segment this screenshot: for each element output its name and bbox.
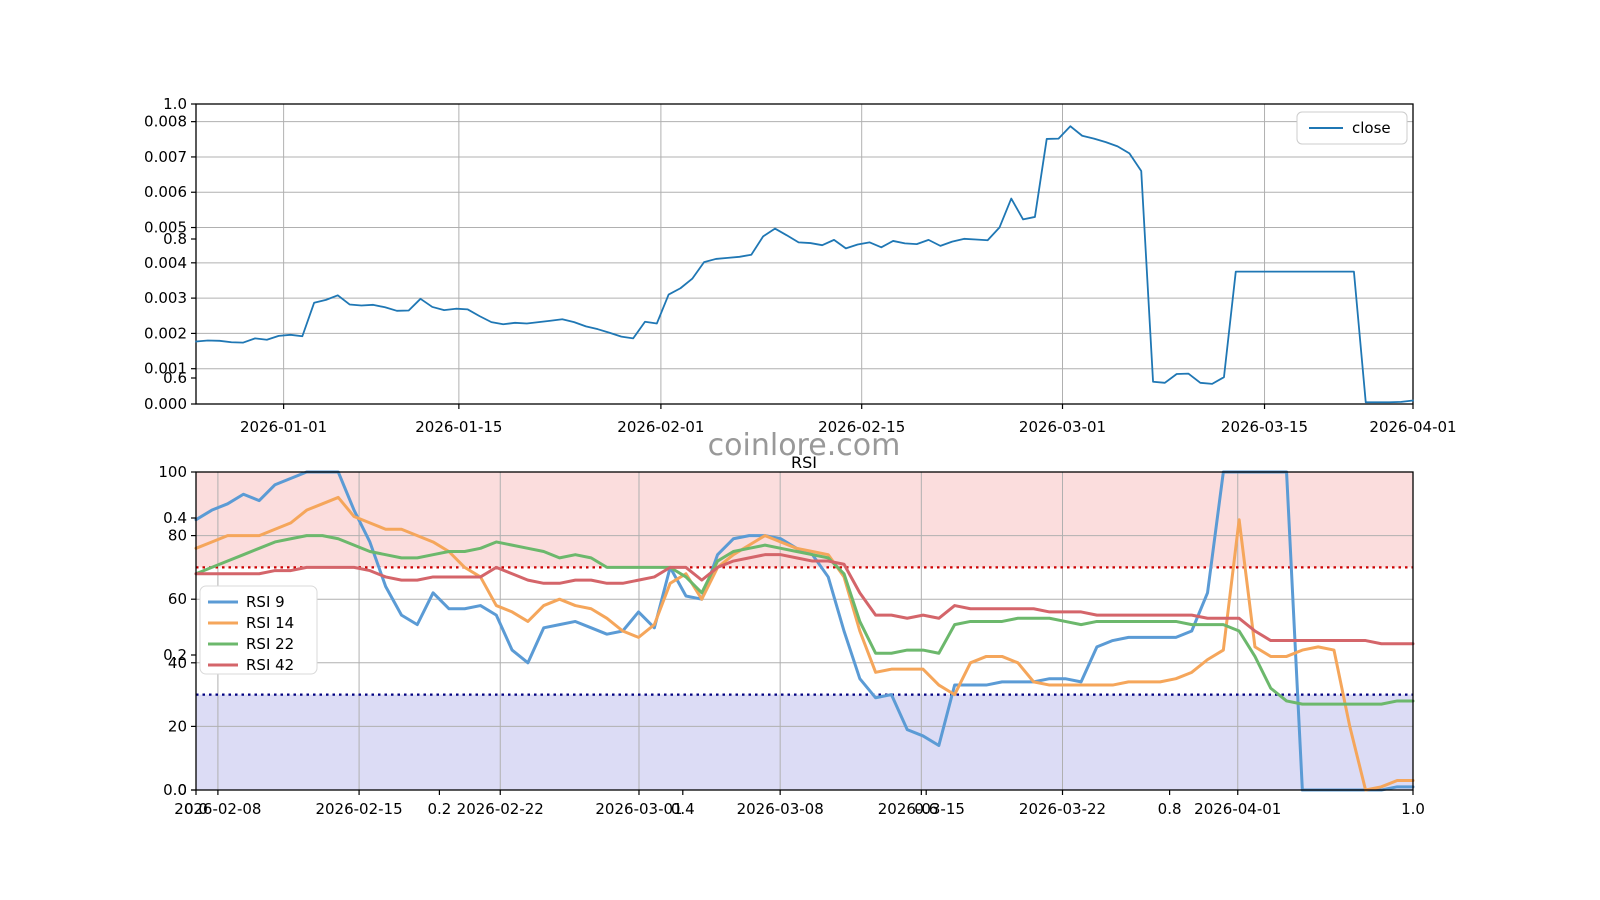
rsi-oversold-band [196, 694, 1413, 790]
price-ytick-label: 0.001 [144, 360, 187, 378]
rsi-plot-frame [195, 471, 1414, 791]
rsi-ytick-label-secondary: 0.0 [163, 781, 187, 799]
rsi-ytick-label: 20 [168, 717, 187, 735]
price-ytick-label: 0.007 [144, 148, 187, 166]
rsi-xtick-label: 2026-03-15 [878, 800, 965, 818]
rsi-xtick-label: 2026-02-08 [174, 800, 261, 818]
price-legend-box [1296, 111, 1408, 145]
price-ytick-label-secondary: 1.0 [163, 95, 187, 113]
rsi-xtick-label: 2026-03-01 [595, 800, 682, 818]
price-ytick-label: 0.008 [144, 113, 187, 131]
rsi-xtick-label-secondary: 0.2 [427, 800, 451, 818]
rsi-xtick-label: 2026-03-22 [1019, 800, 1106, 818]
price-ytick-label: 0.005 [144, 219, 187, 237]
rsi-xtick-label-secondary: 0.8 [1158, 800, 1182, 818]
rsi-ytick-label: 40 [168, 654, 187, 672]
price-ytick-label-secondary: 0.6 [163, 369, 187, 387]
rsi-legend-label-rsi-14: RSI 14 [246, 614, 294, 632]
rsi-legend-label-rsi-22: RSI 22 [246, 635, 294, 653]
price-xtick-label: 2026-04-01 [1369, 418, 1456, 436]
price-ytick-label: 0.006 [144, 183, 187, 201]
rsi-xtick-label-secondary: 0.6 [914, 800, 938, 818]
price-legend-label-close: close [1352, 119, 1391, 137]
rsi-xtick-label-secondary: 0.4 [671, 800, 695, 818]
rsi-line-rsi-22 [194, 534, 1415, 706]
price-xtick-label: 2026-02-01 [617, 418, 704, 436]
rsi-xtick-label-secondary: 1.0 [1401, 800, 1425, 818]
price-line-close [195, 125, 1414, 404]
price-xtick-label: 2026-03-01 [1019, 418, 1106, 436]
rsi-xtick-label: 2026-02-22 [457, 800, 544, 818]
rsi-ytick-label: 80 [168, 527, 187, 545]
price-xtick-label: 2026-03-15 [1221, 418, 1308, 436]
rsi-legend-label-rsi-9: RSI 9 [246, 593, 285, 611]
rsi-line-rsi-42 [194, 553, 1415, 646]
price-xtick-label: 2026-01-01 [240, 418, 327, 436]
rsi-ytick-label: 100 [158, 463, 187, 481]
price-ytick-label: 0.002 [144, 324, 187, 342]
rsi-line-rsi-14 [194, 495, 1415, 792]
price-xtick-label: 2026-01-15 [415, 418, 502, 436]
rsi-xtick-label: 2026-03-08 [737, 800, 824, 818]
price-ytick-label-secondary: 0.8 [163, 230, 187, 248]
rsi-ytick-label-secondary: 0.4 [163, 509, 187, 527]
rsi-ytick-label-secondary: 0.2 [163, 646, 187, 664]
price-ytick-label: 0.004 [144, 254, 187, 272]
rsi-xtick-label-secondary: 0.0 [184, 800, 208, 818]
watermark: coinlore.com [708, 428, 901, 463]
price-ytick-label: 0.003 [144, 289, 187, 307]
rsi-xtick-label: 2026-04-01 [1194, 800, 1281, 818]
price-xtick-label: 2026-02-15 [818, 418, 905, 436]
rsi-xtick-label: 2026-02-15 [315, 800, 402, 818]
rsi-title: RSI [791, 453, 817, 472]
rsi-legend-box [199, 585, 318, 675]
price-ytick-label: 0.000 [144, 395, 187, 413]
rsi-ytick-label: 60 [168, 590, 187, 608]
rsi-ytick-label: 0 [177, 781, 187, 799]
price-plot-bg [196, 104, 1413, 404]
price-plot-frame [195, 103, 1414, 405]
rsi-line-rsi-9 [194, 470, 1415, 792]
rsi-legend-label-rsi-42: RSI 42 [246, 656, 294, 674]
